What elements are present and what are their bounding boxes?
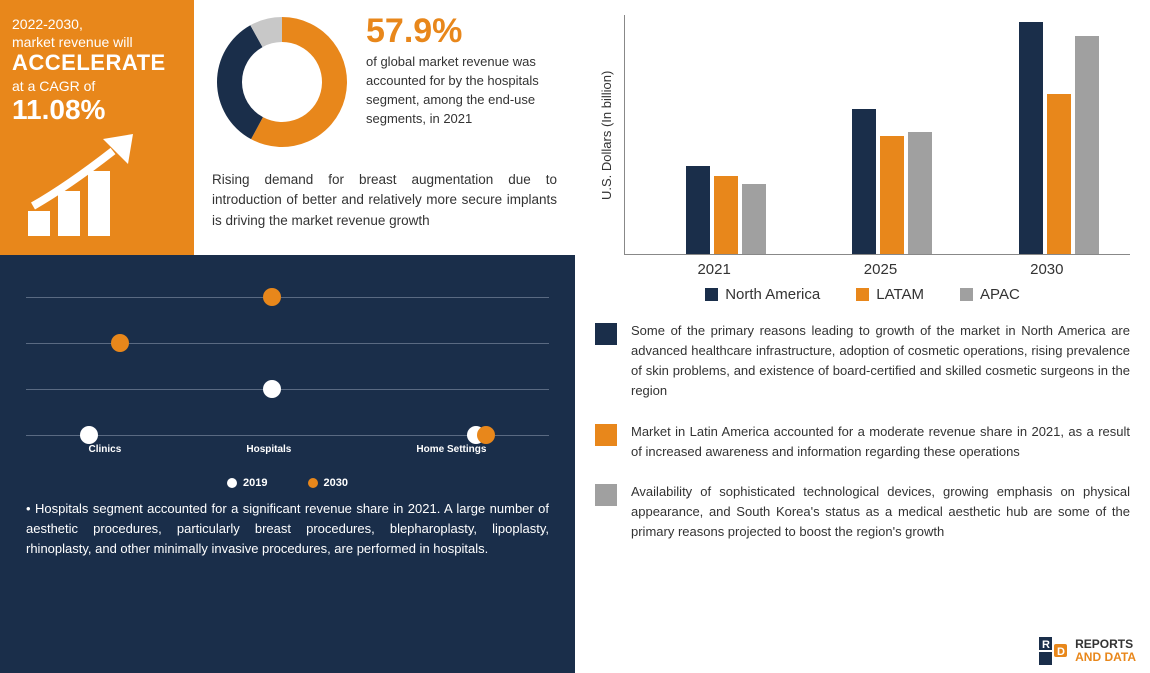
donut-percent: 57.9% [366,12,557,51]
donut-desc: of global market revenue was accounted f… [366,53,557,128]
bar [1019,22,1043,254]
bar-x-labels: 202120252030 [631,261,1130,278]
bar-group [852,109,932,254]
bar-chart-wrap: U.S. Dollars (In billion) [595,15,1130,255]
growth-chart-icon [18,131,168,241]
dot-legend-marker [308,478,318,488]
bullets: Some of the primary reasons leading to g… [595,321,1130,562]
bar [880,136,904,254]
bar [852,109,876,254]
dot-point [263,288,281,306]
bar-legend-label: North America [725,286,820,303]
dot-legend-item: 2030 [308,477,348,489]
bar-legend-item: APAC [960,286,1020,303]
bar-group [686,166,766,254]
bar-legend-marker [705,288,718,301]
svg-text:R: R [1042,639,1050,651]
bar-group [1019,22,1099,254]
bar-chart [624,15,1130,255]
left-panel: 2022-2030, market revenue will ACCELERAT… [0,0,575,673]
bullet-row: Market in Latin America accounted for a … [595,422,1130,462]
bullet-text: Some of the primary reasons leading to g… [631,321,1130,402]
dot-point [477,426,495,444]
donut-row: 57.9% of global market revenue was accou… [212,12,557,152]
cagr-box: 2022-2030, market revenue will ACCELERAT… [0,0,194,255]
bar-legend-label: APAC [980,286,1020,303]
top-left-row: 2022-2030, market revenue will ACCELERAT… [0,0,575,255]
bar-legend: North America LATAM APAC [595,286,1130,303]
dot-legend-item: 2019 [227,477,267,489]
donut-text: 57.9% of global market revenue was accou… [366,12,557,152]
donut-slice [217,25,263,139]
bar-legend-label: LATAM [876,286,924,303]
bullet-marker [595,323,617,345]
svg-text:D: D [1057,646,1065,658]
dot-point [263,380,281,398]
dot-chart-section: Clinics Hospitals Home Settings 2019 2030 H… [0,255,575,673]
bar [686,166,710,254]
bar-x-label: 2030 [964,261,1130,278]
dot-x-labels: Clinics Hospitals Home Settings [26,444,549,455]
donut-section: 57.9% of global market revenue was accou… [194,0,575,255]
cagr-accelerate: ACCELERATE [12,50,182,76]
dot-gridline [26,297,549,298]
bar [714,176,738,254]
bar [742,184,766,254]
cagr-at: at a CAGR of [12,78,182,94]
bullet-row: Availability of sophisticated technologi… [595,482,1130,542]
right-panel: U.S. Dollars (In billion) 202120252030 N… [575,0,1150,673]
dot-legend-marker [227,478,237,488]
dot-legend: 2019 2030 [26,477,549,489]
bar [1047,94,1071,254]
dot-category-label: Home Settings [416,444,486,455]
dot-legend-label: 2019 [243,477,267,489]
bar-x-label: 2025 [797,261,963,278]
cagr-value: 11.08% [12,94,182,126]
donut-chart [212,12,352,152]
cagr-period: 2022-2030, [12,16,182,32]
bar-y-label: U.S. Dollars (In billion) [595,15,618,255]
bullet-marker [595,424,617,446]
bar [908,132,932,254]
bar-legend-item: LATAM [856,286,924,303]
dot-gridline [26,343,549,344]
bullet-row: Some of the primary reasons leading to g… [595,321,1130,402]
bar [1075,36,1099,254]
dot-legend-label: 2030 [324,477,348,489]
dot-category-label: Clinics [89,444,122,455]
cagr-line1: market revenue will [12,34,182,50]
bar-legend-item: North America [705,286,820,303]
dot-category-label: Hospitals [246,444,291,455]
logo: R D REPORTS AND DATA [1039,637,1136,665]
dot-point [80,426,98,444]
dot-chart: Clinics Hospitals Home Settings [26,273,549,473]
logo-text: REPORTS AND DATA [1075,638,1136,664]
donut-subtext: Rising demand for breast augmentation du… [212,170,557,231]
logo-line2: AND DATA [1075,651,1136,664]
bullet-text: Availability of sophisticated technologi… [631,482,1130,542]
bar-legend-marker [960,288,973,301]
bar-legend-marker [856,288,869,301]
logo-icon: R D [1039,637,1069,665]
bullet-text: Market in Latin America accounted for a … [631,422,1130,462]
bar-x-label: 2021 [631,261,797,278]
dot-point [111,334,129,352]
bullet-marker [595,484,617,506]
dot-gridline [26,389,549,390]
dot-bottom-text: Hospitals segment accounted for a signif… [26,499,549,559]
